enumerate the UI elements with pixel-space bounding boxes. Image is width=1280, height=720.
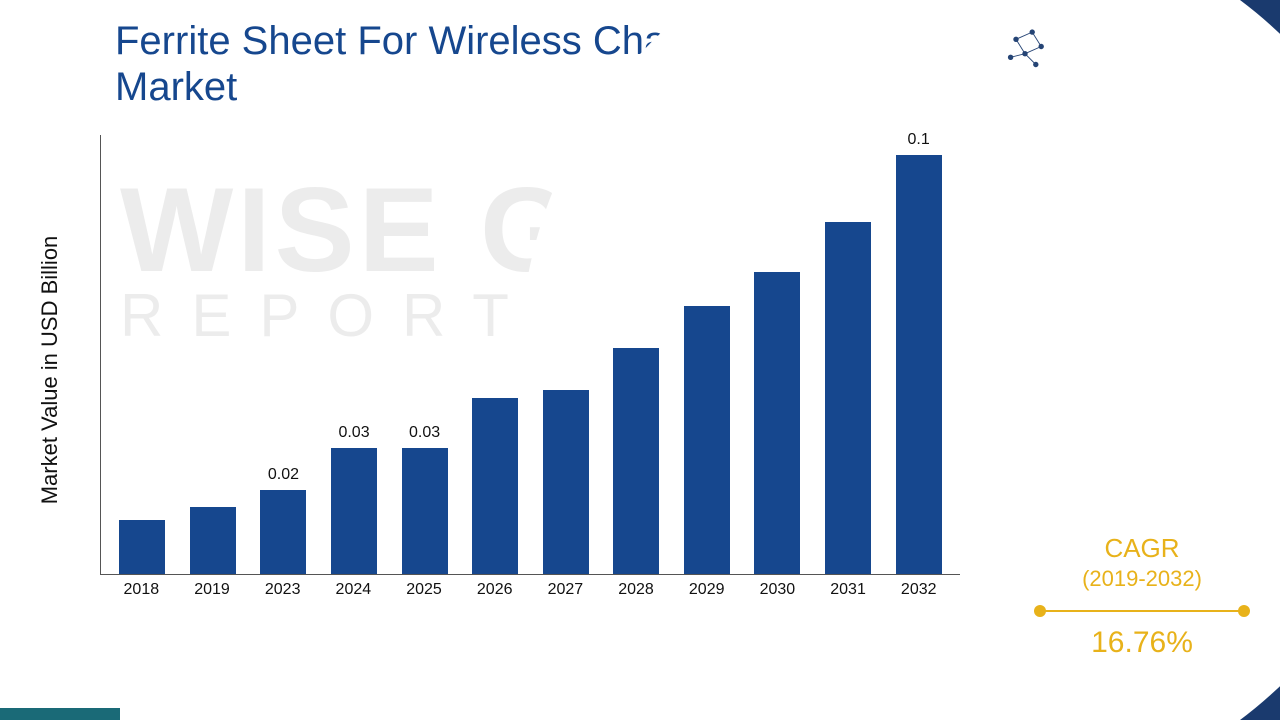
brand-head-icon	[980, 10, 1070, 110]
x-tick-label: 2018	[106, 575, 177, 605]
brand-line2: REPORTS	[1102, 48, 1258, 65]
bar: 0.03	[402, 448, 448, 574]
x-tick-label: 2025	[389, 575, 460, 605]
footer-accent-bar	[0, 708, 120, 720]
bar	[190, 507, 236, 574]
x-tick-label: 2027	[530, 575, 601, 605]
cagr-range: (2019-2032)	[1032, 566, 1252, 592]
x-tick-label: 2023	[247, 575, 318, 605]
bar-slot: 0.02	[248, 490, 319, 574]
x-tick-label: 2032	[883, 575, 954, 605]
x-tick-label: 2028	[601, 575, 672, 605]
bar-slot: 0.03	[319, 448, 390, 574]
bar-slot	[460, 398, 531, 574]
brand-line1: WISE GUY	[1102, 18, 1258, 50]
y-axis-label: Market Value in USD Billion	[37, 236, 63, 505]
x-tick-label: 2019	[177, 575, 248, 605]
cagr-box: CAGR (2019-2032) 16.76%	[1032, 533, 1252, 660]
x-tick-label: 2030	[742, 575, 813, 605]
bar-slot	[672, 306, 743, 574]
bar-value-label: 0.03	[338, 424, 369, 442]
x-tick-label: 2031	[813, 575, 884, 605]
cagr-value: 16.76%	[1032, 626, 1252, 660]
page-root: { "title": "Ferrite Sheet For Wireless C…	[0, 0, 1280, 720]
bar-slot	[813, 222, 884, 574]
bar	[613, 348, 659, 574]
bar	[472, 398, 518, 574]
bar-slot: 0.03	[389, 448, 460, 574]
x-tick-label: 2024	[318, 575, 389, 605]
bar-slot	[742, 272, 813, 574]
bar: 0.1	[896, 155, 942, 574]
bar: 0.02	[260, 490, 306, 574]
bar	[754, 272, 800, 574]
bar-value-label: 0.1	[908, 131, 930, 149]
sidebar: WISE GUY REPORTS CAGR (2019-2032) 16.76%	[970, 0, 1280, 720]
bar-slot	[178, 507, 249, 574]
cagr-divider	[1040, 610, 1244, 612]
bar	[684, 306, 730, 574]
bar	[119, 520, 165, 574]
bar	[543, 390, 589, 574]
bar-value-label: 0.03	[409, 424, 440, 442]
plot-area: 0.02 0.03 0.03 0.1	[100, 135, 960, 575]
bars-container: 0.02 0.03 0.03 0.1	[101, 135, 960, 574]
bar-slot	[530, 390, 601, 574]
brand-logo-text: WISE GUY REPORTS	[1102, 18, 1258, 65]
x-tick-label: 2026	[459, 575, 530, 605]
bar: 0.03	[331, 448, 377, 574]
cagr-label: CAGR	[1032, 533, 1252, 564]
bar-value-label: 0.02	[268, 466, 299, 484]
x-tick-label: 2029	[671, 575, 742, 605]
x-axis-ticks: 2018201920232024202520262027202820292030…	[100, 575, 960, 605]
bar-slot	[601, 348, 672, 574]
bar-slot	[107, 520, 178, 574]
bar	[825, 222, 871, 574]
bar-slot: 0.1	[883, 155, 954, 574]
bar-chart: Market Value in USD Billion 0.020.030.03…	[60, 135, 960, 605]
